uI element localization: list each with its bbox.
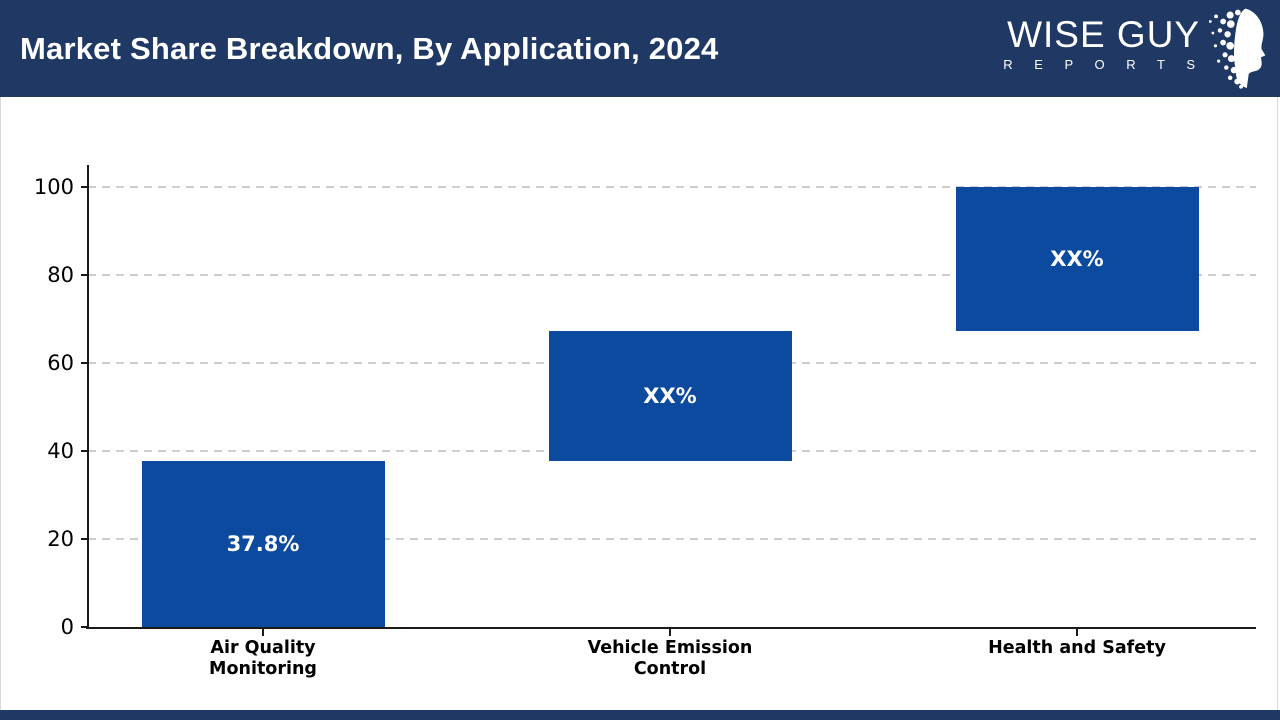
y-tick-label: 100 [33, 175, 74, 199]
gridline [88, 274, 1256, 276]
y-tick-label: 0 [60, 615, 74, 639]
y-tick-mark [81, 626, 88, 628]
x-tick-mark [1076, 629, 1078, 636]
logo-text: WISE GUY R E P O R T S [1003, 14, 1204, 73]
y-tick-mark [81, 538, 88, 540]
y-tick-label: 60 [47, 351, 74, 375]
gridline [88, 186, 1256, 188]
x-category-label: Air Quality Monitoring [209, 638, 317, 680]
y-tick-mark [81, 450, 88, 452]
x-tick-mark [669, 629, 671, 636]
bar-value-label: XX% [643, 384, 697, 408]
market-share-bar [548, 331, 792, 461]
logo-wordmark: WISE GUY [1007, 14, 1201, 55]
bar-value-label: 37.8% [226, 531, 300, 556]
x-category-label: Health and Safety [988, 638, 1166, 658]
y-tick-mark [81, 186, 88, 188]
y-tick-label: 20 [47, 527, 74, 551]
page-title: Market Share Breakdown, By Application, … [20, 30, 719, 66]
y-tick-mark [81, 362, 88, 364]
market-share-bar [141, 460, 385, 627]
x-axis-line [86, 627, 1256, 629]
gridline [88, 538, 1256, 540]
market-share-bar [955, 187, 1199, 332]
bar-value-label: XX% [1050, 247, 1104, 272]
y-tick-label: 40 [47, 439, 74, 463]
y-tick-mark [81, 274, 88, 276]
footer-bar [0, 710, 1280, 720]
wise-guy-logo: WISE GUY R E P O R T S [1003, 0, 1266, 97]
logo-face-icon [1208, 8, 1266, 89]
logo-subtitle: R E P O R T S [1003, 57, 1204, 72]
x-tick-mark [262, 629, 264, 636]
y-axis-line [87, 165, 89, 629]
y-tick-label: 80 [47, 263, 74, 287]
x-category-label: Vehicle Emission Control [587, 638, 753, 680]
header-band: Market Share Breakdown, By Application, … [0, 0, 1280, 97]
